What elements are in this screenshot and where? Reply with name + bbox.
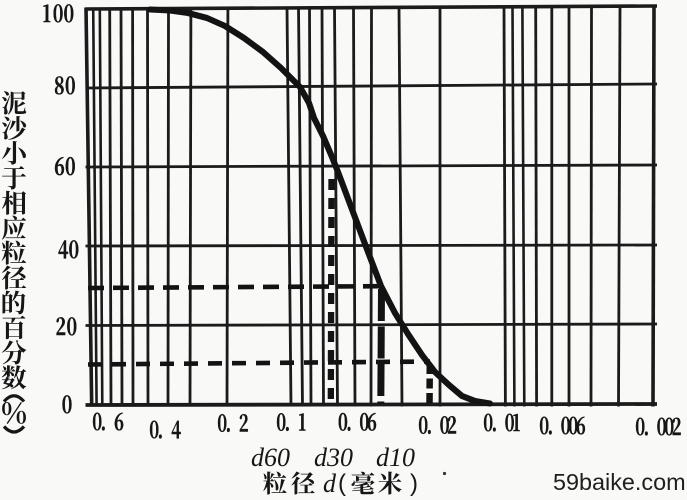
svg-text:(: ( <box>338 470 346 497</box>
svg-text:): ) <box>410 470 418 497</box>
svg-text:59baike.com: 59baike.com <box>553 469 686 495</box>
svg-text:d10: d10 <box>376 443 415 472</box>
svg-text:d30: d30 <box>314 443 353 472</box>
svg-text:d60: d60 <box>251 443 290 472</box>
svg-text:d: d <box>323 469 337 498</box>
